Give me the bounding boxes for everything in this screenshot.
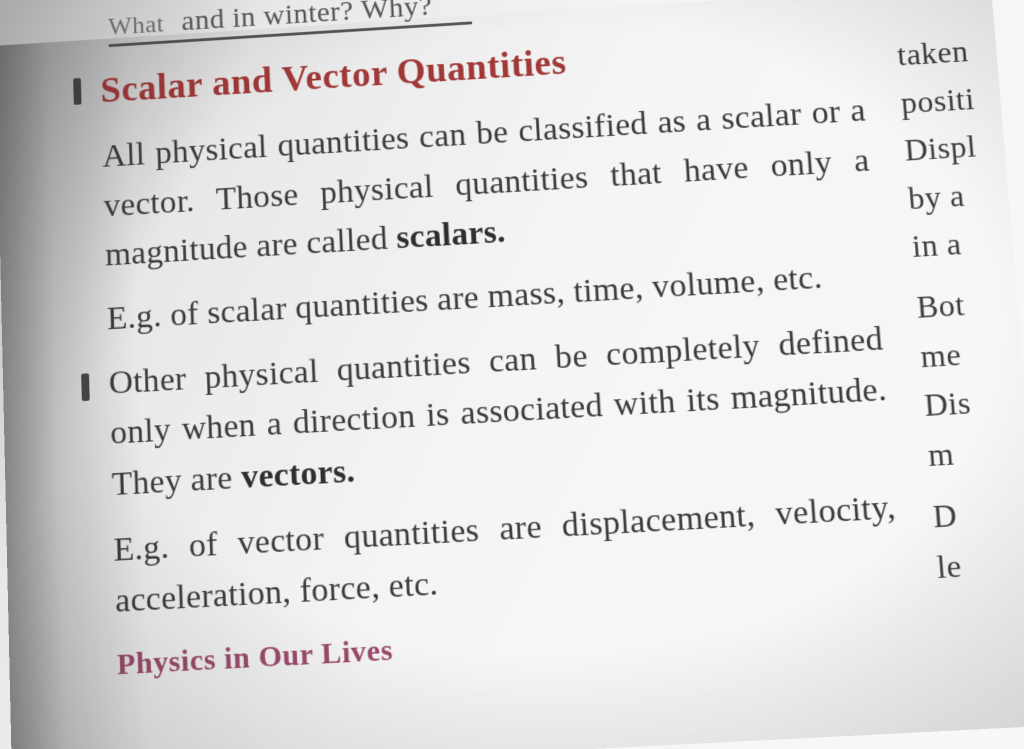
bold-scalars: scalars. xyxy=(396,214,507,256)
edge-fragment: D xyxy=(931,486,1024,542)
edge-fragment: Dis xyxy=(922,375,1024,431)
para3-text: Other physical quantities can be complet… xyxy=(108,321,888,504)
right-page-edge-text: taken positi Displ by a in a Bot me Dis … xyxy=(895,25,1024,592)
paragraph-vectors: Other physical quantities can be complet… xyxy=(108,314,892,511)
edge-fragment: in a xyxy=(910,217,1024,272)
main-text-column: What and in winter? Why? Scalar and Vect… xyxy=(98,0,905,682)
margin-marks xyxy=(73,78,97,680)
edge-fragment: positi xyxy=(899,73,1012,127)
edge-fragment: by a xyxy=(907,168,1021,223)
edge-fragment: taken xyxy=(895,25,1008,79)
edge-fragment: Bot xyxy=(915,277,1024,332)
edge-fragment: le xyxy=(935,536,1024,592)
edge-fragment: Displ xyxy=(903,120,1016,175)
textbook-page: What and in winter? Why? Scalar and Vect… xyxy=(0,0,1024,749)
question-text: and in winter? Why? xyxy=(181,0,433,37)
previous-question-line: What and in winter? Why? xyxy=(108,0,472,47)
bold-vectors: vectors. xyxy=(241,453,356,496)
margin-bullet xyxy=(81,373,90,401)
edge-fragment: me xyxy=(919,326,1024,381)
margin-bullet xyxy=(73,78,81,105)
paragraph-scalars: All physical quantities can be classifie… xyxy=(102,86,875,281)
faded-word: What xyxy=(108,10,165,41)
edge-fragment: m xyxy=(926,424,1024,480)
